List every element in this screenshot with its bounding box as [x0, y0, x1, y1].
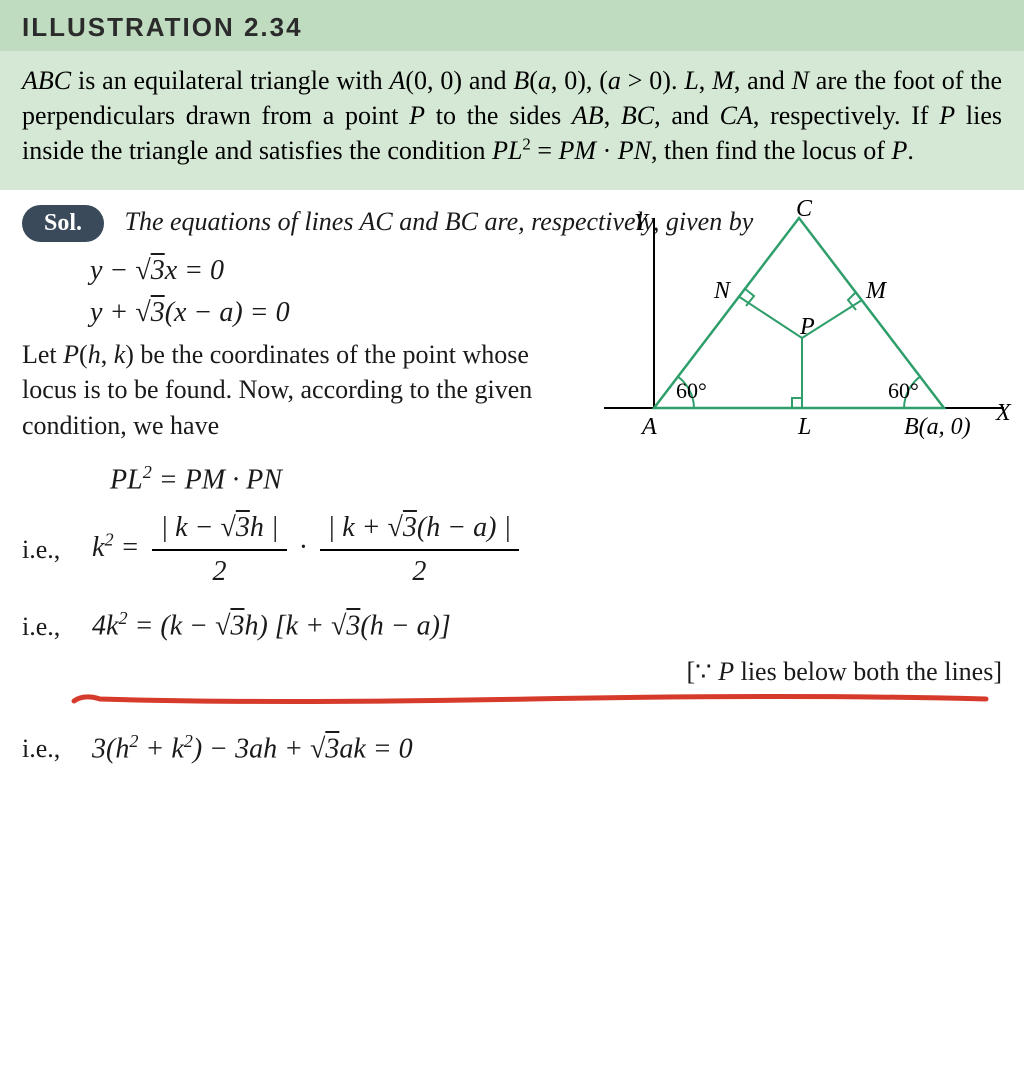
- fraction-line: i.e., k2 = | k − √3h | 2 · | k + √3(h − …: [0, 501, 1024, 599]
- final-line: i.e., 3(h2 + k2) − 3ah + √3ak = 0: [0, 721, 1024, 776]
- because-note: [∵ P lies below both the lines]: [0, 654, 1024, 689]
- problem-statement: ABC is an equilateral triangle with A(0,…: [0, 51, 1024, 190]
- svg-text:L: L: [797, 414, 811, 440]
- svg-text:60°: 60°: [676, 378, 707, 403]
- illustration-header: Illustration 2.34: [0, 0, 1024, 51]
- ie-label-3: i.e.,: [22, 731, 92, 766]
- solution-pill: Sol.: [22, 205, 104, 241]
- svg-text:P: P: [799, 314, 815, 340]
- ie-label-1: i.e.,: [22, 532, 92, 567]
- red-underline: [70, 692, 990, 706]
- svg-text:B(a, 0): B(a, 0): [904, 414, 971, 440]
- svg-text:X: X: [995, 400, 1012, 426]
- triangle-diagram: Y X C A B(a, 0) L N M P 60° 60°: [604, 198, 1014, 458]
- condition-eq: PL2 = PM · PN: [0, 458, 1024, 501]
- expanded-line: i.e., 4k2 = (k − √3h) [k + √3(h − a)]: [0, 598, 1024, 653]
- svg-text:Y: Y: [634, 210, 650, 236]
- ie-label-2: i.e.,: [22, 609, 92, 644]
- svg-text:N: N: [713, 278, 732, 304]
- svg-text:C: C: [796, 198, 813, 222]
- svg-text:M: M: [865, 278, 888, 304]
- svg-text:60°: 60°: [888, 378, 919, 403]
- svg-text:A: A: [640, 414, 657, 440]
